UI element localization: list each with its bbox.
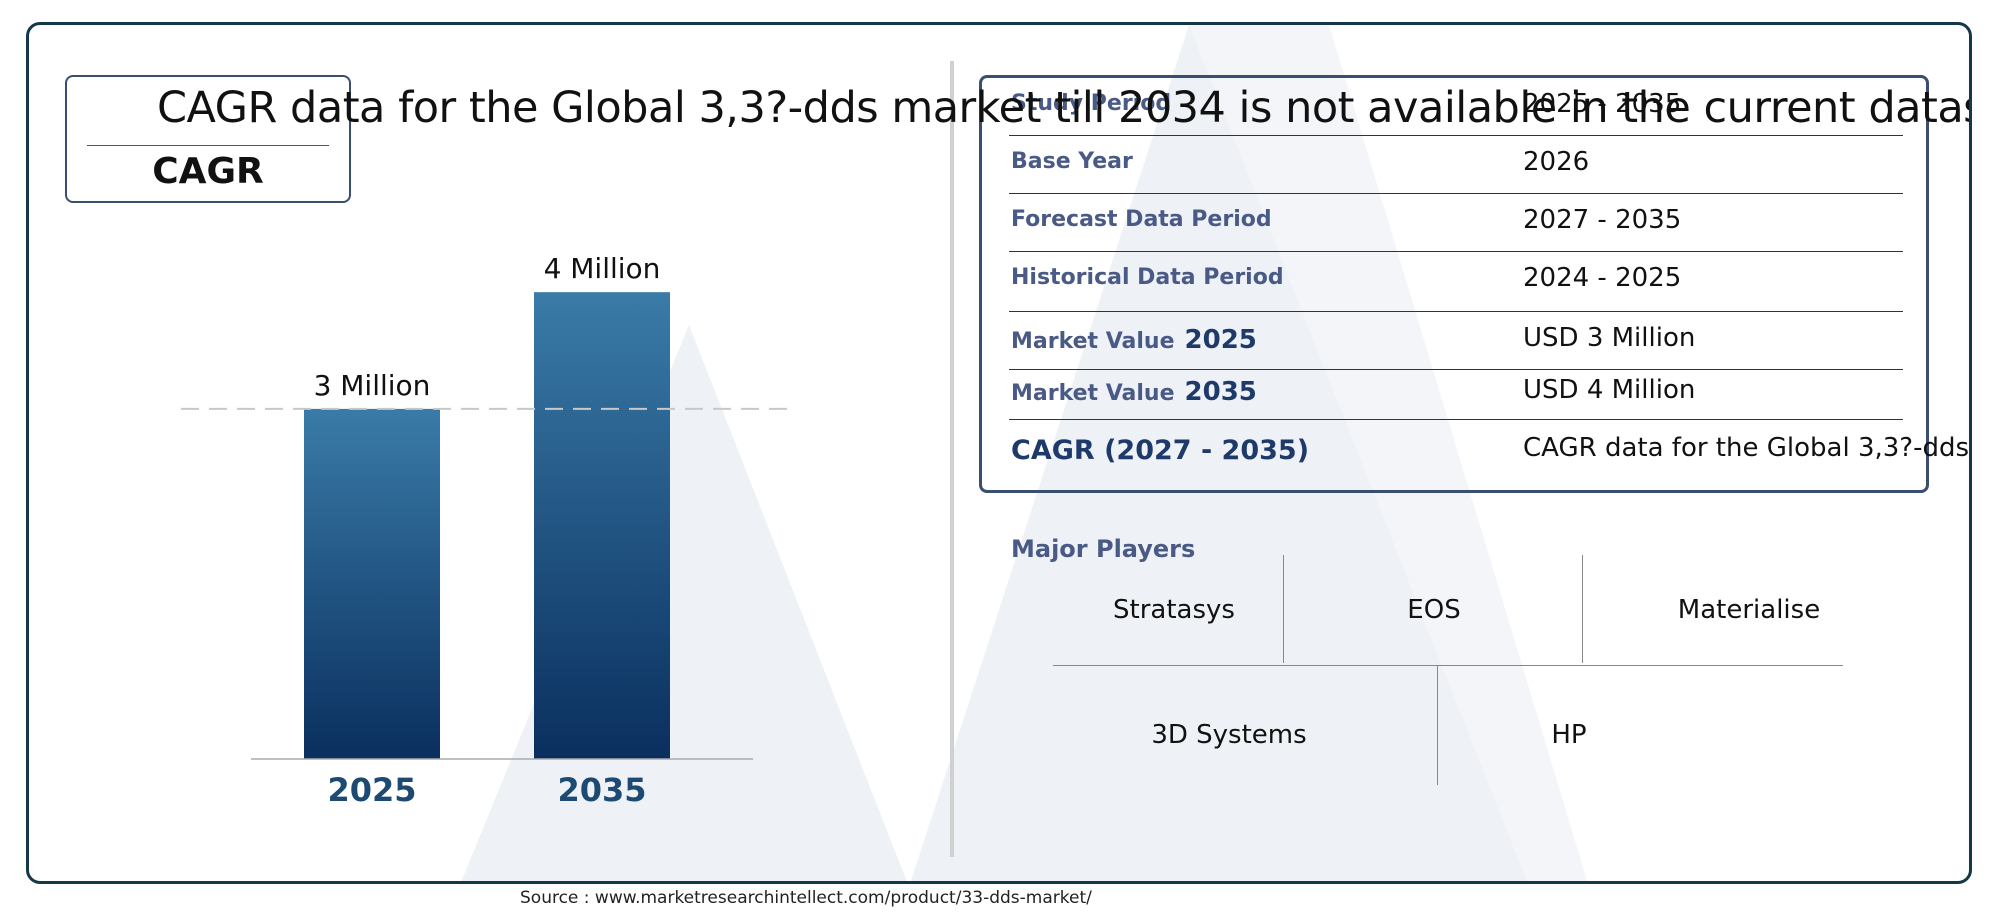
player-name: Stratasys [1113,595,1235,625]
player-name: 3D Systems [1151,720,1307,750]
table-value: 2024 - 2025 [1523,263,1682,293]
cagr-box-rule [87,145,329,146]
player-name: Materialise [1677,595,1821,625]
category-label: 2035 [557,771,646,809]
summary-table-box [979,75,1929,493]
table-value: 2025 - 2035 [1523,89,1682,119]
table-row-divider [1009,135,1903,136]
infographic-frame: CAGR 3 Million 2025 4 Million 2035 Study Pe… [26,22,1972,884]
category-label: 2025 [327,771,416,809]
data-label: 3 Million [314,369,431,402]
table-row-divider [1009,251,1903,252]
table-key: Historical Data Period [1011,265,1284,290]
table-key: Forecast Data Period [1011,207,1272,232]
players-separator [1053,665,1843,666]
table-key: Market Value 2035 [1011,377,1257,407]
table-row-divider [1009,369,1903,370]
source-caption: Source : www.marketresearchintellect.com… [520,888,1092,908]
table-key: CAGR (2027 - 2035) [1011,435,1309,466]
cagr-box: CAGR [65,75,351,203]
bar-2025 [304,408,440,759]
panel-divider [950,61,954,857]
table-key: Base Year [1011,149,1133,174]
table-row-divider [1009,193,1903,194]
table-key-text: Market Value [1011,381,1175,406]
bar-2035 [534,292,670,759]
bar-chart: 3 Million 2025 4 Million 2035 [181,252,791,809]
cagr-overlay-text: CAGR data for the Global 3,3?-dds market… [157,83,1972,133]
table-key-text: Study Period [1011,91,1172,116]
table-key-text: CAGR (2027 - 2035) [1011,435,1310,466]
table-value: 2026 [1523,147,1590,177]
data-label: 4 Million [544,252,661,285]
table-key: Study Period [1011,91,1171,116]
table-value: CAGR data for the Global 3,3?-dds market… [1523,433,1970,463]
table-key-year: 2025 [1184,325,1257,355]
cagr-label: CAGR [152,151,264,192]
table-key-text: Forecast Data Period [1011,207,1272,232]
major-players-title: Major Players [1011,535,1196,563]
table-key-year: 2035 [1184,377,1257,407]
player-name: EOS [1407,595,1461,625]
table-row-divider [1009,311,1903,312]
table-row-divider [1009,419,1903,420]
table-key-text: Base Year [1011,149,1133,174]
table-key-text: Historical Data Period [1011,265,1284,290]
players-divider [1437,665,1438,785]
table-key-text: Market Value [1011,329,1175,354]
table-value: USD 3 Million [1523,323,1696,353]
table-value: 2027 - 2035 [1523,205,1682,235]
table-value: USD 4 Million [1523,375,1696,405]
players-divider [1582,555,1583,663]
player-name: HP [1551,720,1587,750]
table-key: Market Value 2025 [1011,325,1257,355]
players-divider [1283,555,1284,663]
